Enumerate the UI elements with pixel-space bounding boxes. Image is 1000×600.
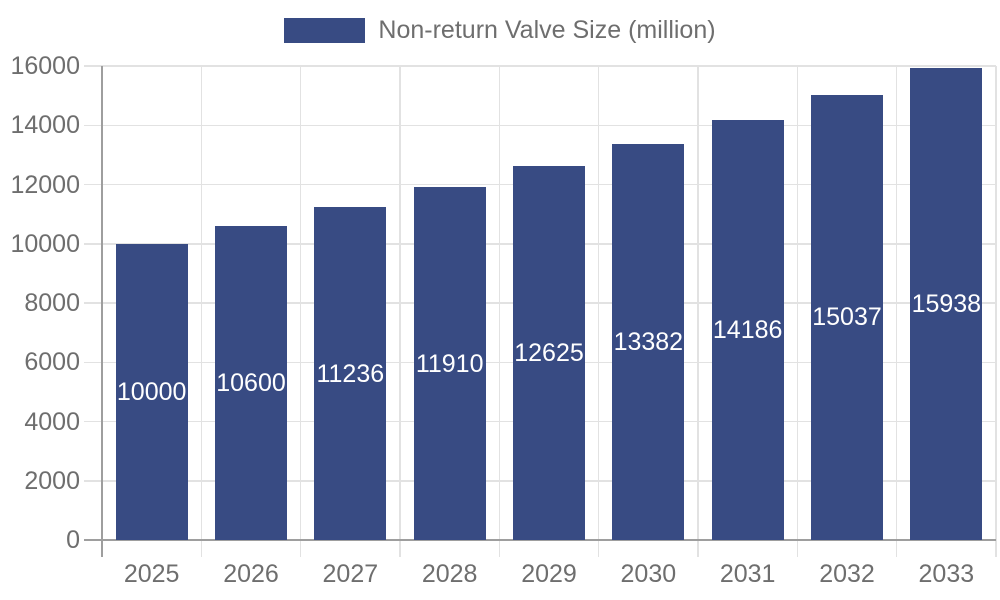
- legend[interactable]: Non-return Valve Size (million): [0, 16, 1000, 45]
- y-tick-label: 14000: [10, 111, 80, 140]
- bar-value-label: 12625: [514, 338, 584, 367]
- y-tick-label: 0: [66, 526, 80, 554]
- bar-2029[interactable]: [513, 165, 585, 540]
- x-axis-line: [84, 539, 996, 541]
- legend-swatch: [284, 18, 366, 43]
- bar-value-label: 15938: [911, 289, 982, 318]
- bar-2030[interactable]: [612, 143, 685, 540]
- bar-2032[interactable]: [811, 94, 883, 540]
- x-tick-label: 2028: [421, 560, 478, 588]
- gridline-vertical: [399, 66, 401, 557]
- gridline-vertical: [697, 66, 699, 557]
- bar-2033[interactable]: [910, 67, 983, 540]
- gridline-horizontal: [84, 65, 996, 67]
- bar-2031[interactable]: [711, 119, 784, 540]
- gridline-vertical: [299, 66, 302, 557]
- y-tick-label: 8000: [24, 289, 80, 317]
- gridline-vertical: [200, 66, 203, 557]
- bar-value-label: 10000: [116, 377, 187, 406]
- y-tick-label: 12000: [10, 170, 80, 199]
- y-tick-label: 2000: [24, 466, 80, 495]
- bar-2026[interactable]: [215, 225, 287, 540]
- x-tick-label: 2025: [123, 560, 180, 588]
- bar-value-label: 11910: [415, 349, 484, 378]
- bar-2025[interactable]: [115, 243, 188, 540]
- bar-2027[interactable]: [314, 207, 387, 540]
- x-tick-label: 2033: [918, 560, 975, 588]
- y-tick-label: 16000: [10, 52, 80, 80]
- x-tick-label: 2026: [223, 560, 279, 588]
- y-tick-label: 6000: [24, 348, 80, 377]
- bar-value-label: 11236: [316, 359, 385, 388]
- bar-value-label: 15037: [812, 303, 882, 332]
- x-tick-label: 2032: [819, 560, 875, 588]
- y-tick-label: 4000: [24, 407, 80, 436]
- gridline-vertical: [498, 66, 501, 557]
- x-tick-label: 2027: [322, 560, 379, 588]
- plot-area: 10000 10600 11236 11910 12625 13382 14186 15037…: [102, 66, 996, 540]
- gridline-vertical: [895, 66, 898, 557]
- gridline-vertical: [796, 66, 799, 557]
- gridline-vertical: [597, 66, 600, 557]
- bar-value-label: 13382: [613, 327, 684, 356]
- bar-2028[interactable]: [413, 187, 486, 540]
- x-tick-label: 2029: [521, 560, 577, 588]
- x-tick-label: 2031: [719, 560, 776, 588]
- gridline-vertical: [995, 66, 997, 557]
- bar-value-label: 14186: [712, 315, 783, 344]
- legend-label: Non-return Valve Size (million): [378, 16, 716, 44]
- y-axis-line: [101, 66, 103, 557]
- y-tick-label: 10000: [10, 229, 80, 258]
- bar-value-label: 10600: [216, 368, 286, 397]
- x-tick-label: 2030: [620, 560, 677, 588]
- gridline-horizontal: [84, 124, 996, 126]
